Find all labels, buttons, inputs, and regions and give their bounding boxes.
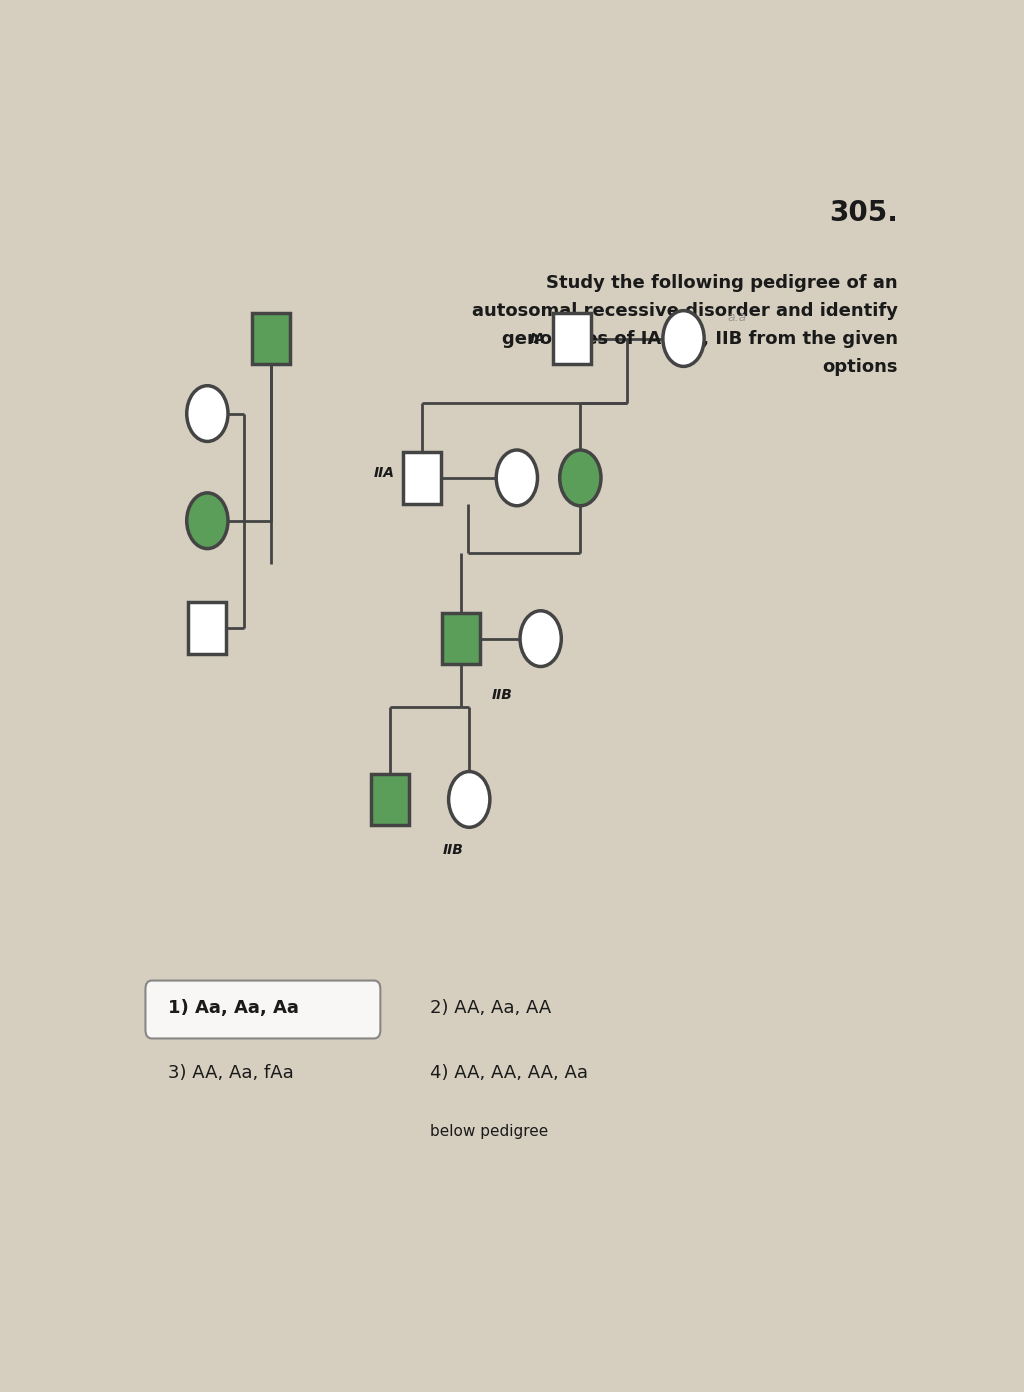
FancyBboxPatch shape (145, 980, 380, 1038)
Circle shape (520, 611, 561, 667)
Text: a.a: a.a (728, 310, 748, 323)
Text: below pedigree: below pedigree (430, 1125, 548, 1139)
Circle shape (497, 450, 538, 505)
Text: 4) AA, AA, AA, Aa: 4) AA, AA, AA, Aa (430, 1063, 588, 1082)
Text: 1) Aa, Aa, Aa: 1) Aa, Aa, Aa (168, 999, 299, 1018)
Text: IA: IA (529, 331, 546, 345)
Text: IIB: IIB (492, 688, 512, 702)
Bar (442, 612, 480, 664)
Text: IIA: IIA (374, 465, 394, 479)
Circle shape (663, 310, 705, 366)
Circle shape (449, 771, 489, 827)
Circle shape (560, 450, 601, 505)
Text: 3) AA, Aa, fAa: 3) AA, Aa, fAa (168, 1063, 294, 1082)
Circle shape (186, 386, 228, 441)
Bar (188, 603, 226, 654)
Bar (553, 313, 592, 365)
Circle shape (186, 493, 228, 548)
Text: IIB: IIB (443, 844, 464, 857)
Bar (402, 452, 440, 504)
Text: 305.: 305. (828, 199, 898, 227)
Text: Study the following pedigree of an
autosomal recessive disorder and identify
gen: Study the following pedigree of an autos… (472, 274, 898, 376)
Bar (371, 774, 409, 825)
Text: 2) AA, Aa, AA: 2) AA, Aa, AA (430, 999, 551, 1018)
Bar (252, 313, 290, 365)
